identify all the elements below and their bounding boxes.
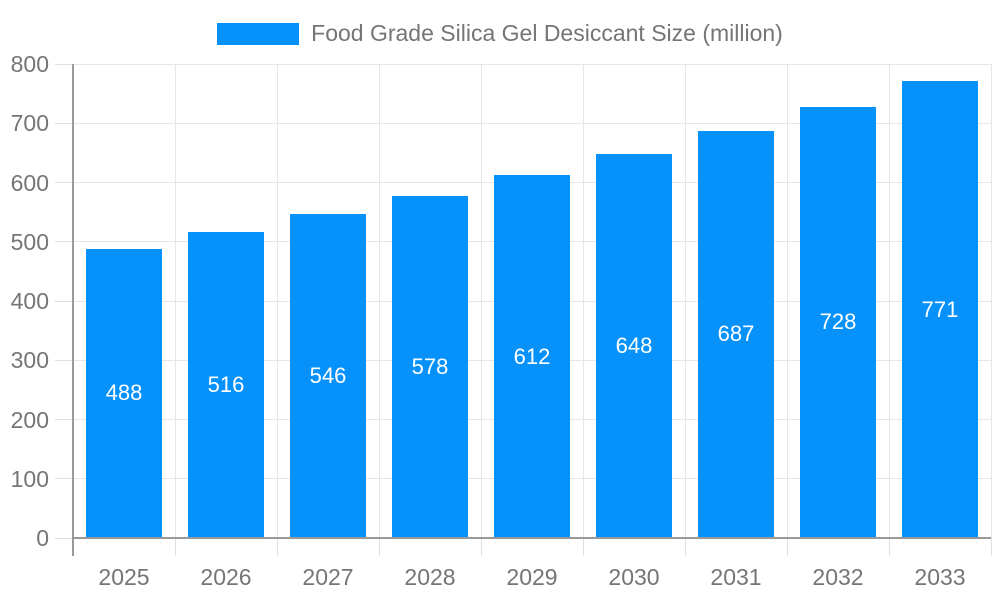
x-axis-tick (786, 538, 788, 556)
gridline-vertical (582, 64, 584, 538)
gridline-horizontal (73, 122, 991, 124)
bar-value-label: 516 (207, 372, 245, 398)
gridline-vertical (378, 64, 380, 538)
gridline-vertical (174, 64, 176, 538)
bar[interactable] (698, 130, 774, 538)
y-axis-tick (55, 63, 73, 65)
x-tick-label: 2032 (812, 564, 864, 590)
y-tick-label: 300 (10, 347, 49, 374)
x-axis-tick (378, 538, 380, 556)
bar-value-label: 648 (615, 333, 653, 359)
bar[interactable] (392, 195, 468, 538)
gridline-vertical (684, 64, 686, 538)
y-tick-label: 200 (10, 406, 49, 433)
x-axis-tick (582, 538, 584, 556)
bar-value-label: 687 (717, 321, 755, 347)
x-tick-label: 2026 (200, 564, 252, 590)
x-tick-label: 2025 (98, 564, 150, 590)
y-tick-label: 400 (10, 288, 49, 314)
x-tick-label: 2028 (404, 564, 456, 590)
x-axis-tick (990, 538, 992, 556)
y-tick-label: 100 (10, 465, 49, 492)
bar-value-label: 578 (411, 353, 449, 379)
y-tick-label: 600 (10, 169, 49, 196)
legend-swatch (217, 22, 300, 45)
y-axis-tick (55, 359, 73, 361)
x-axis-tick (276, 538, 278, 556)
legend[interactable]: Food Grade Silica Gel Desiccant Size (mi… (0, 20, 1000, 47)
bar-value-label: 546 (309, 363, 347, 389)
y-axis-tick (55, 241, 73, 243)
x-axis-tick (684, 538, 686, 556)
bar[interactable] (188, 232, 264, 538)
bar[interactable] (596, 154, 672, 538)
x-axis-tick (480, 538, 482, 556)
gridline-vertical (888, 64, 890, 538)
gridline-vertical (990, 64, 992, 538)
bar[interactable] (86, 248, 162, 538)
y-axis-tick (55, 182, 73, 183)
y-axis-tick (55, 537, 73, 539)
bar[interactable] (494, 175, 570, 538)
x-tick-label: 2030 (608, 564, 660, 590)
x-tick-label: 2027 (302, 564, 354, 590)
gridline-vertical (480, 64, 482, 538)
y-axis-tick (55, 122, 73, 124)
bar-value-label: 612 (513, 343, 551, 369)
y-tick-label: 500 (10, 228, 49, 255)
y-axis-line (72, 64, 74, 556)
y-tick-label: 700 (10, 110, 49, 137)
bar-value-label: 771 (921, 296, 959, 322)
bar[interactable] (290, 214, 366, 538)
x-tick-label: 2029 (506, 564, 558, 590)
x-tick-label: 2031 (710, 564, 762, 590)
y-axis-tick (55, 478, 73, 480)
bar-value-label: 728 (819, 309, 857, 335)
bar[interactable] (902, 81, 978, 538)
bar-value-label: 488 (105, 380, 143, 406)
gridline-horizontal (73, 63, 991, 65)
x-axis-tick (888, 538, 890, 556)
x-axis-line (73, 537, 991, 539)
y-axis-tick (55, 419, 73, 420)
x-axis-tick (174, 538, 176, 556)
y-axis-tick (55, 300, 73, 302)
x-tick-label: 2033 (914, 564, 966, 590)
gridline-vertical (276, 64, 278, 538)
legend-label: Food Grade Silica Gel Desiccant Size (mi… (311, 20, 783, 46)
bar[interactable] (800, 106, 876, 538)
y-tick-label: 800 (10, 51, 49, 77)
y-tick-label: 0 (36, 525, 49, 551)
gridline-vertical (786, 64, 788, 538)
